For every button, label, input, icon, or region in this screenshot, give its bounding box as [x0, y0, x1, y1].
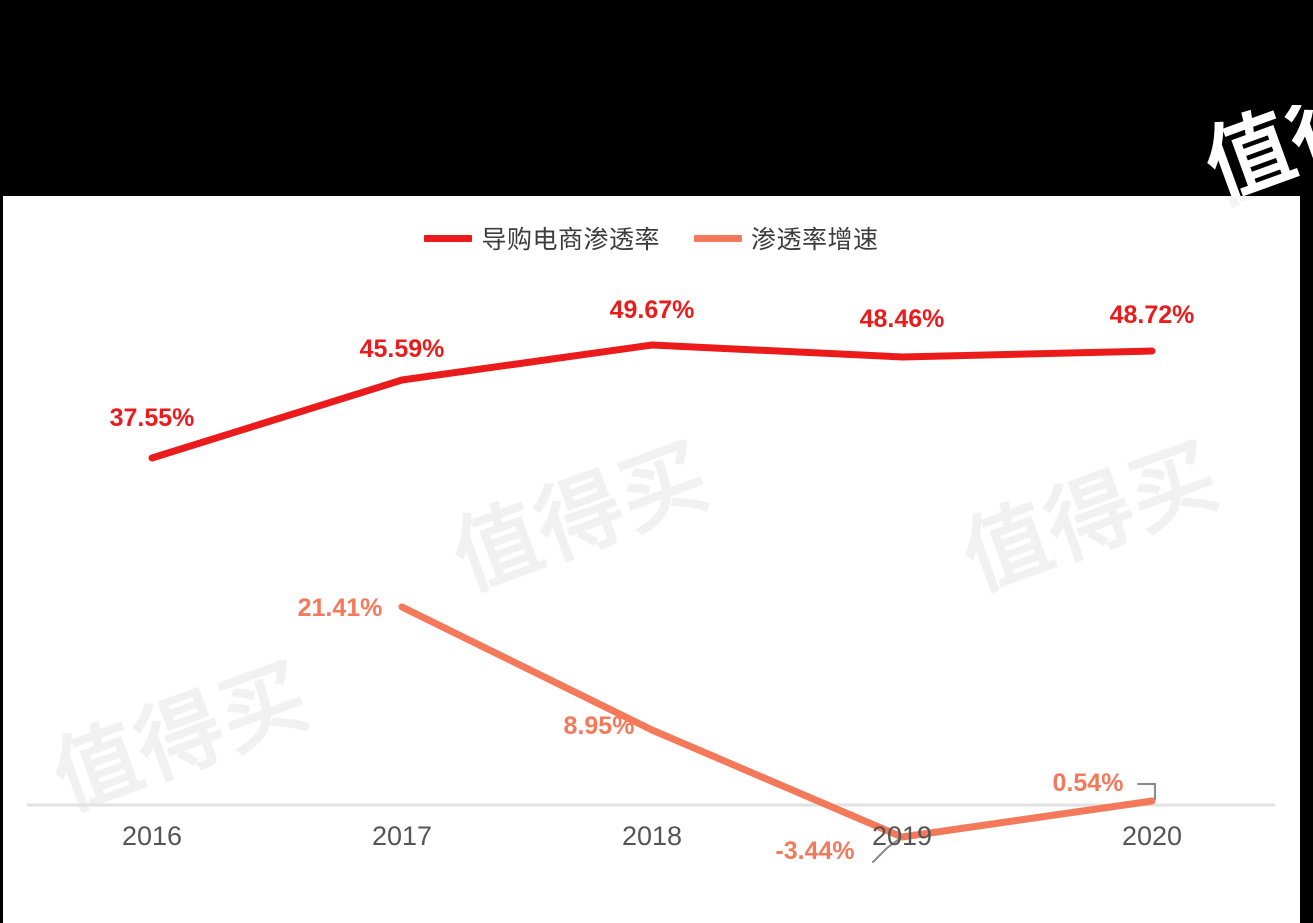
chart-legend: 导购电商渗透率 渗透率增速 [3, 220, 1300, 256]
data-label-penetration-2016: 37.55% [109, 404, 195, 432]
data-label-growth-2017: 21.41% [297, 594, 383, 622]
legend-swatch-icon [424, 234, 473, 242]
legend-swatch-icon [694, 234, 742, 242]
data-label-growth-2018: 8.95% [563, 712, 635, 740]
plot-area [27, 341, 1275, 863]
data-label-growth-2020: 0.54% [1052, 769, 1124, 797]
x-axis-tick-2020: 2020 [1121, 821, 1183, 851]
data-label-penetration-2019: 48.46% [859, 305, 945, 333]
legend-label: 渗透率增速 [751, 225, 879, 254]
chart-canvas: 值得买 值得买 值得买 值得买 导购电商渗透率 渗透率增速 [3, 196, 1300, 923]
leader-line-growth-2019 [872, 836, 903, 863]
leader-line-growth-2020 [1137, 783, 1156, 800]
legend-item-penetration-rate[interactable]: 导购电商渗透率 [424, 220, 660, 256]
legend-label: 导购电商渗透率 [481, 225, 660, 254]
x-axis-tick-2017: 2017 [371, 821, 433, 851]
data-label-penetration-2017: 45.59% [359, 335, 445, 363]
data-label-penetration-2020: 48.72% [1109, 301, 1195, 329]
x-axis-tick-2019: 2019 [871, 821, 933, 851]
data-label-growth-2019: -3.44% [775, 837, 855, 865]
series-line-growth-rate [398, 603, 1156, 841]
legend-item-growth-rate[interactable]: 渗透率增速 [694, 220, 879, 256]
data-label-penetration-2018: 49.67% [609, 296, 695, 324]
x-axis-tick-2016: 2016 [121, 821, 183, 851]
x-axis-tick-2018: 2018 [621, 821, 683, 851]
series-line-penetration-rate [148, 341, 1156, 462]
